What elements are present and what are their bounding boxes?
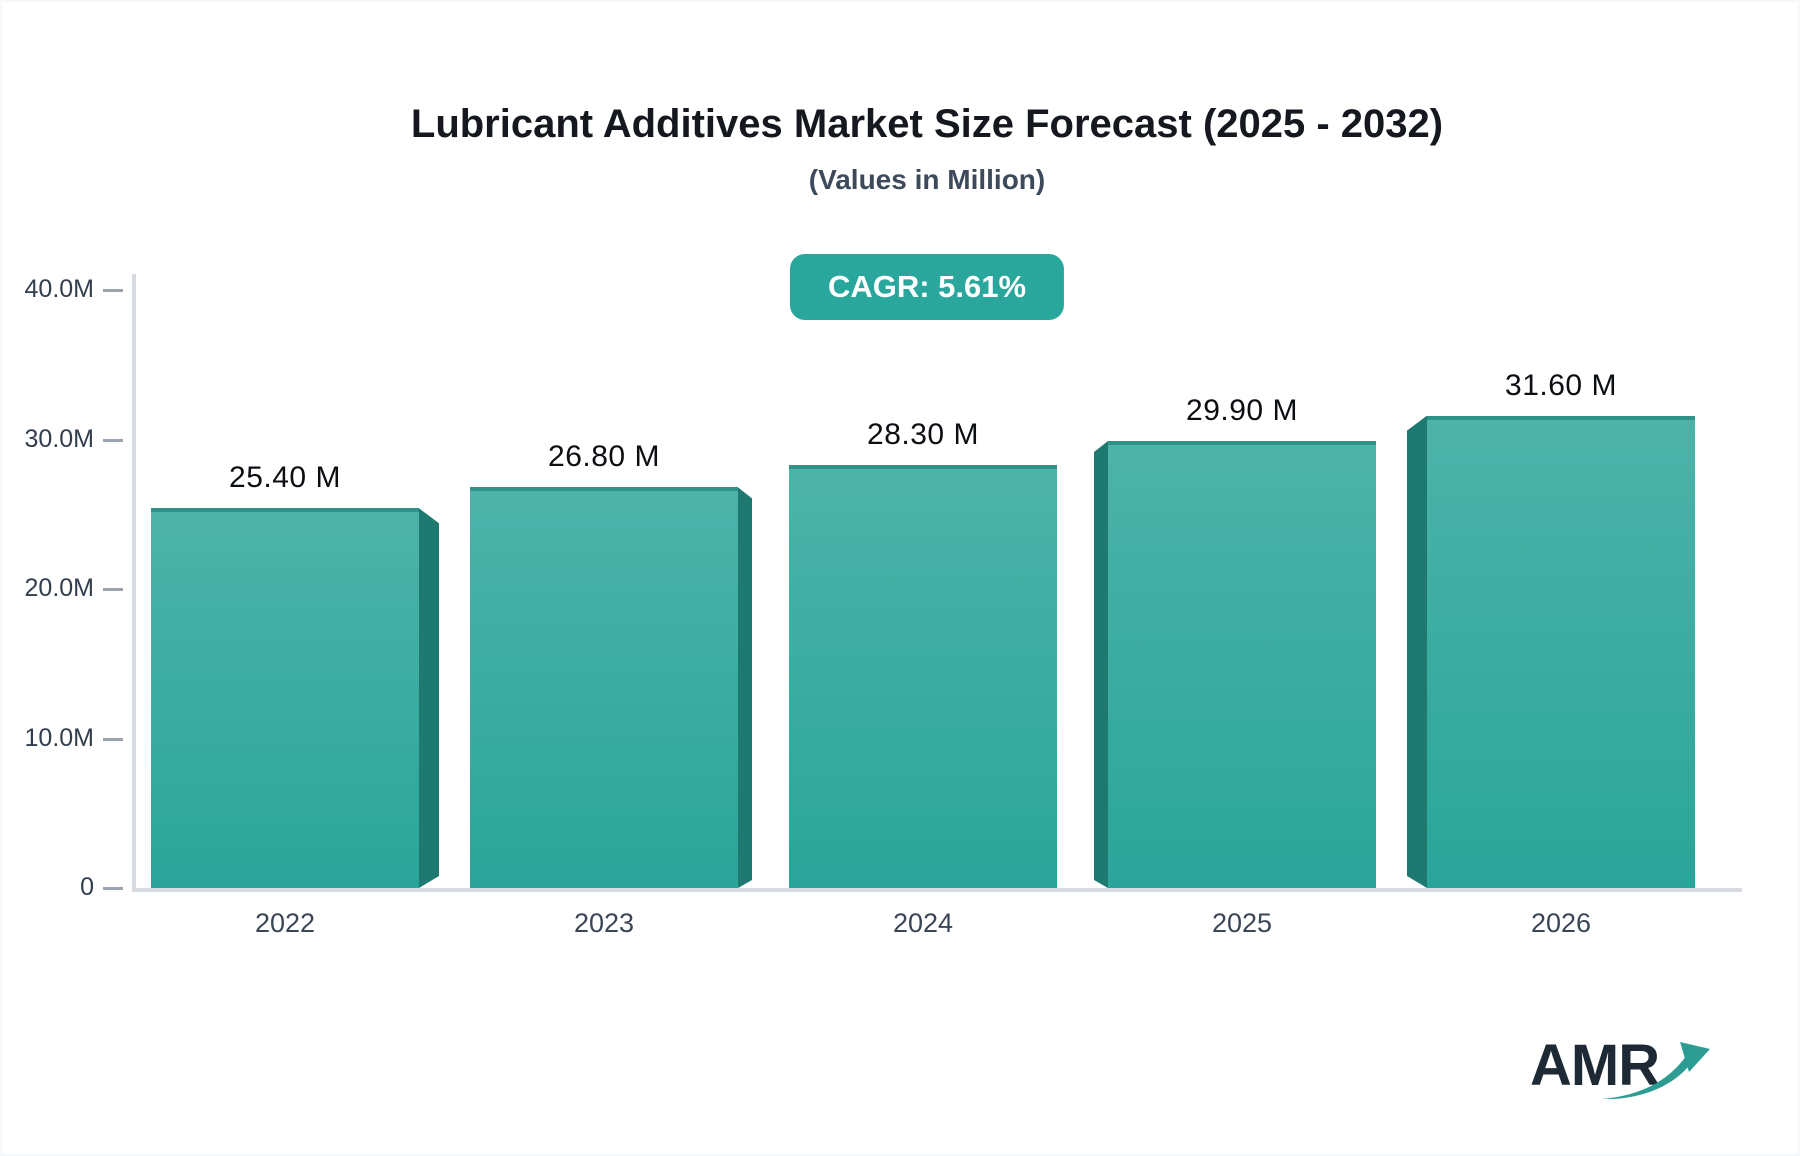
bar-side-3d xyxy=(1407,416,1427,888)
bar-2025 xyxy=(1108,440,1376,888)
x-axis-label: 2025 xyxy=(1211,908,1273,938)
chart-title: Lubricant Additives Market Size Forecast… xyxy=(410,102,1444,146)
bar-2023 xyxy=(470,487,738,888)
x-axis-baseline xyxy=(132,888,1742,892)
y-axis-tick xyxy=(103,737,123,741)
y-axis-label: 10.0M xyxy=(24,723,94,752)
amr-logo-text: AMR xyxy=(1530,1033,1660,1098)
y-axis-line xyxy=(132,274,136,892)
bar-side-3d xyxy=(419,508,439,888)
y-axis-label: 30.0M xyxy=(24,424,94,453)
bar-2024 xyxy=(789,464,1057,888)
bar-value-label: 29.90 M xyxy=(1186,393,1298,427)
bar-value-label: 26.80 M xyxy=(548,440,660,474)
bar-2026 xyxy=(1427,415,1695,888)
y-axis-label: 40.0M xyxy=(24,275,94,303)
cagr-badge: CAGR: 5.61% xyxy=(789,254,1065,320)
bar-value-label: 25.40 M xyxy=(229,461,341,495)
y-axis-tick xyxy=(103,887,123,890)
y-axis-tick xyxy=(103,289,123,292)
amr-logo: AMR xyxy=(1530,1032,1720,1112)
y-axis-tick xyxy=(103,588,123,591)
bar-side-3d xyxy=(738,487,752,888)
y-axis-tick xyxy=(103,438,123,442)
y-axis-label: 20.0M xyxy=(24,574,94,602)
x-axis-label: 2023 xyxy=(573,908,635,938)
x-axis-label: 2026 xyxy=(1530,908,1592,938)
chart-subtitle: (Values in Million) xyxy=(808,164,1046,195)
amr-logo-arrow-icon xyxy=(1602,1042,1710,1100)
bar-2022 xyxy=(151,508,419,888)
bar-side-3d xyxy=(1094,441,1108,888)
y-axis-label: 0 xyxy=(80,873,94,901)
bar-value-label: 28.30 M xyxy=(867,417,979,451)
x-axis-label: 2022 xyxy=(254,908,316,938)
x-axis-label: 2024 xyxy=(892,908,954,938)
bar-value-label: 31.60 M xyxy=(1505,368,1617,402)
